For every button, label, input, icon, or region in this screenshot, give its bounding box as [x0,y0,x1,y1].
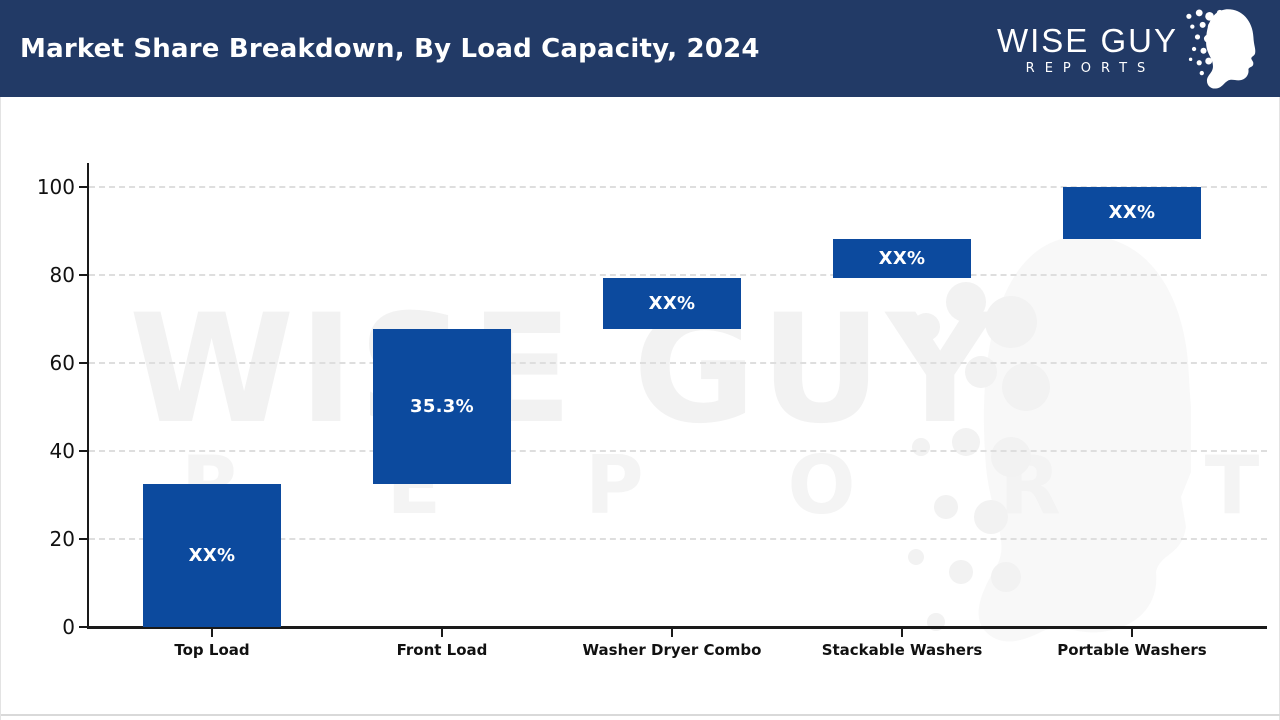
y-axis-tick-label: 40 [49,439,75,463]
footer-divider [1,714,1280,716]
y-axis-tick-label: 100 [36,175,75,199]
gridline [89,538,1267,540]
y-axis-tick-label: 0 [62,615,75,639]
x-axis-label: Portable Washers [1057,641,1207,659]
gridline [89,362,1267,364]
x-axis-label: Top Load [174,641,250,659]
bar-value-label: XX% [648,292,696,314]
bar-value-label: XX% [188,545,236,567]
y-axis-tick [79,362,87,364]
gridline [89,450,1267,452]
logo-wordmark: WISE GUY [996,21,1178,59]
bar-front-load: 35.3% [373,329,511,485]
gridline [89,274,1267,276]
y-axis-line [87,163,89,628]
wiseguy-logo-text: WISE GUY REPORTS [997,22,1178,76]
y-axis-tick-label: 80 [49,263,75,287]
x-axis-tick [671,629,673,637]
x-axis-label: Washer Dryer Combo [582,641,762,659]
y-axis-tick [79,186,87,188]
x-axis-line [87,626,1267,629]
bar-stackable-washers: XX% [833,238,971,278]
x-axis-tick [211,629,213,637]
watermark-wordmark: WISE GUY [129,283,999,457]
x-axis-tick [441,629,443,637]
chart-area: WISE GUY R E P O R T S 020406080100XX%To… [0,97,1280,720]
bar-washer-dryer-combo: XX% [603,277,741,330]
bar-portable-washers: XX% [1063,187,1201,239]
x-axis-tick [901,629,903,637]
y-axis-tick [79,450,87,452]
bar-value-label: XX% [1108,202,1156,224]
wiseguy-logo: WISE GUY REPORTS [997,6,1258,92]
y-axis-tick-label: 20 [49,527,75,551]
watermark-face-icon [908,235,1191,642]
x-axis-tick [1131,629,1133,637]
x-axis-label: Front Load [396,641,488,659]
bar-value-label: XX% [878,247,926,269]
wiseguy-face-logo-icon [1186,8,1256,89]
logo-subtitle: REPORTS [1025,60,1156,76]
gridline [89,186,1267,188]
y-axis-tick-label: 60 [49,351,75,375]
header-bar: Market Share Breakdown, By Load Capacity… [0,0,1280,97]
page-title: Market Share Breakdown, By Load Capacity… [20,33,760,64]
x-axis-label: Stackable Washers [821,641,983,659]
y-axis-tick [79,538,87,540]
y-axis-tick [79,274,87,276]
bar-value-label: 35.3% [410,396,474,418]
bar-top-load: XX% [143,484,281,627]
y-axis-tick [79,626,87,628]
